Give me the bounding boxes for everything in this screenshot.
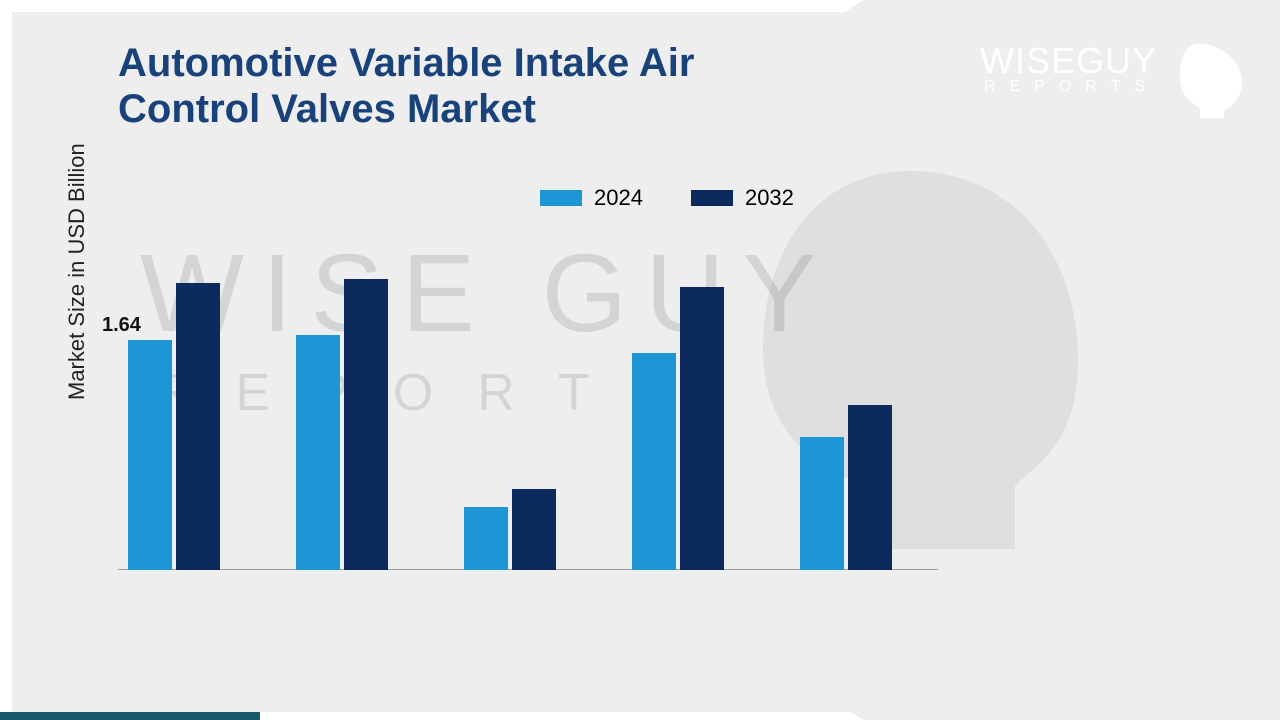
chart-title: Automotive Variable Intake Air Control V… (118, 40, 818, 132)
bar (512, 489, 556, 570)
legend: 2024 2032 (540, 185, 794, 211)
legend-swatch-2024 (540, 190, 582, 206)
logo-word-guy: GUY (1076, 40, 1157, 81)
stage: WISE GUY REPORTS Automotive Variable Int… (0, 0, 1280, 720)
legend-item-2024: 2024 (540, 185, 643, 211)
legend-label-2024: 2024 (594, 185, 643, 211)
bar (128, 340, 172, 570)
bottom-strip (0, 712, 260, 720)
value-label: 1.64 (102, 314, 141, 337)
legend-label-2032: 2032 (745, 185, 794, 211)
y-axis-label: Market Size in USD Billion (64, 143, 90, 400)
bar (632, 353, 676, 570)
logo-word-wise: WISE (980, 40, 1076, 81)
bar (344, 279, 388, 570)
bar (296, 335, 340, 570)
bar (176, 283, 220, 570)
bar (680, 287, 724, 570)
bar-chart: NORTH AMERICAEUROPESOUTH AMERICAASIA PAC… (118, 220, 938, 570)
legend-item-2032: 2032 (691, 185, 794, 211)
logo-head-dots-icon (1176, 40, 1246, 120)
bar (848, 405, 892, 570)
bar (800, 437, 844, 570)
bar (464, 507, 508, 570)
brand-logo: WISEGUY REPORTS (980, 40, 1240, 96)
legend-swatch-2032 (691, 190, 733, 206)
